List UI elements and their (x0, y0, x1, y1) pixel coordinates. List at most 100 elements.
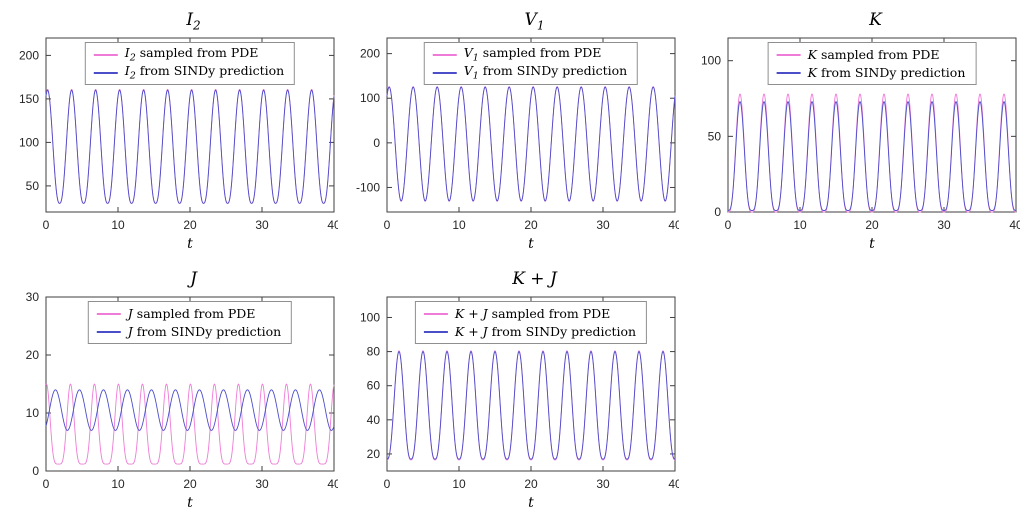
svg-text:10: 10 (26, 406, 40, 420)
legend-line-swatch (776, 71, 801, 74)
svg-text:20: 20 (524, 218, 538, 232)
chart-title: I2 (186, 10, 201, 33)
svg-text:20: 20 (865, 218, 879, 232)
svg-text:50: 50 (26, 179, 40, 193)
svg-text:30: 30 (596, 477, 610, 491)
empty-cell (682, 261, 1023, 520)
svg-text:40: 40 (668, 477, 679, 491)
legend-label: V1 sampled from PDE (463, 45, 602, 64)
svg-text:0: 0 (32, 464, 39, 478)
svg-text:30: 30 (255, 477, 269, 491)
legend-label: K + J sampled from PDE (454, 306, 611, 321)
legend-line-swatch (432, 71, 457, 74)
legend-label: K + J from SINDy prediction (454, 324, 637, 339)
svg-text:20: 20 (183, 477, 197, 491)
svg-text:t: t (528, 236, 534, 252)
legend-line-swatch (96, 312, 121, 315)
legend-label: I2 sampled from PDE (124, 45, 259, 64)
svg-text:20: 20 (367, 447, 381, 461)
chart-title: J (190, 269, 197, 289)
svg-text:20: 20 (183, 218, 197, 232)
svg-text:40: 40 (327, 477, 338, 491)
legend-entry: K + J from SINDy prediction (423, 323, 637, 340)
legend: K + J sampled from PDE K + J from SINDy p… (414, 301, 648, 344)
svg-text:40: 40 (668, 218, 679, 232)
legend: V1 sampled from PDE V1 from SINDy predict… (423, 42, 639, 85)
subplot-i2: I2 0 10 20 30 40 50 100 150 200 t I2 sampled from… (0, 2, 341, 261)
legend-line-swatch (96, 330, 121, 333)
chart-title: K + J (512, 269, 557, 289)
legend-entry: I2 sampled from PDE (93, 45, 284, 64)
legend-label: J sampled from PDE (127, 306, 256, 321)
svg-text:t: t (528, 495, 534, 511)
legend-line-swatch (423, 330, 448, 333)
svg-text:0: 0 (43, 477, 50, 491)
plot-area: 0 10 20 30 40 0 50 100 t K sampled from PDE K fro… (682, 32, 1020, 256)
svg-text:10: 10 (111, 218, 125, 232)
svg-text:t: t (869, 236, 875, 252)
legend-line-swatch (93, 71, 118, 74)
svg-text:200: 200 (19, 48, 39, 62)
legend-label: J from SINDy prediction (127, 324, 282, 339)
svg-text:10: 10 (452, 218, 466, 232)
legend-label: I2 from SINDy prediction (124, 63, 285, 82)
plot-area: 0 10 20 30 40 20 40 60 80 100 t K + J sampled from… (341, 291, 679, 515)
legend-entry: I2 from SINDy prediction (93, 63, 285, 82)
svg-text:10: 10 (452, 477, 466, 491)
svg-text:80: 80 (367, 345, 381, 359)
svg-text:150: 150 (19, 92, 39, 106)
legend-entry: V1 from SINDy prediction (432, 63, 627, 82)
legend-label: K sampled from PDE (807, 47, 940, 62)
legend-entry: K + J sampled from PDE (423, 305, 636, 322)
legend: J sampled from PDE J from SINDy predictio… (87, 301, 293, 344)
subplot-k-plus-j: K + J 0 10 20 30 40 20 40 60 80 100 t K + J sample… (341, 261, 682, 520)
legend-entry: K sampled from PDE (776, 46, 966, 63)
svg-text:20: 20 (524, 477, 538, 491)
svg-text:40: 40 (327, 218, 338, 232)
svg-text:60: 60 (367, 379, 381, 393)
chart-title: K (869, 10, 882, 30)
plot-svg: 0 10 20 30 40 50 100 150 200 t (19, 37, 338, 252)
svg-text:-100: -100 (356, 180, 380, 194)
svg-text:t: t (187, 495, 193, 511)
plot-svg: 0 10 20 30 40 0 10 20 30 t (26, 291, 338, 511)
legend-line-swatch (776, 53, 801, 56)
svg-text:30: 30 (26, 291, 40, 304)
svg-text:100: 100 (360, 310, 380, 324)
svg-text:100: 100 (701, 54, 721, 68)
legend-entry: K from SINDy prediction (776, 64, 966, 81)
legend-entry: J from SINDy prediction (96, 323, 282, 340)
legend-line-swatch (432, 53, 457, 56)
svg-text:0: 0 (725, 218, 732, 232)
legend: I2 sampled from PDE I2 from SINDy predict… (84, 42, 296, 85)
legend-label: K from SINDy prediction (807, 65, 966, 80)
svg-text:0: 0 (43, 218, 50, 232)
svg-text:200: 200 (360, 47, 380, 61)
svg-text:t: t (187, 236, 193, 252)
svg-text:0: 0 (714, 205, 721, 219)
svg-text:40: 40 (1009, 218, 1020, 232)
svg-text:0: 0 (384, 218, 391, 232)
plot-area: 0 10 20 30 40 50 100 150 200 t I2 sampled from PD… (0, 32, 338, 256)
subplot-j: J 0 10 20 30 40 0 10 20 30 t J sampled from PDE J … (0, 261, 341, 520)
svg-text:50: 50 (708, 129, 722, 143)
svg-text:100: 100 (19, 135, 39, 149)
subplot-k: K 0 10 20 30 40 0 50 100 t K sampled from PDE K f… (682, 2, 1023, 261)
plot-area: 0 10 20 30 40 0 10 20 30 t J sampled from PDE J fr… (0, 291, 338, 515)
legend-line-swatch (423, 312, 448, 315)
legend-entry: V1 sampled from PDE (432, 45, 627, 64)
svg-text:10: 10 (793, 218, 807, 232)
chart-title: V1 (524, 10, 545, 33)
plot-svg: 0 10 20 30 40 -100 0 100 200 t (356, 37, 679, 252)
subplot-v1: V1 0 10 20 30 40 -100 0 100 200 t V1 sampled from… (341, 2, 682, 261)
svg-text:30: 30 (255, 218, 269, 232)
svg-text:20: 20 (26, 348, 40, 362)
svg-text:0: 0 (384, 477, 391, 491)
svg-text:30: 30 (596, 218, 610, 232)
svg-text:0: 0 (373, 136, 380, 150)
svg-text:40: 40 (367, 413, 381, 427)
plot-svg: 0 10 20 30 40 20 40 60 80 100 t (360, 296, 679, 511)
plot-svg: 0 10 20 30 40 0 50 100 t (701, 37, 1020, 252)
legend-line-swatch (93, 53, 118, 56)
